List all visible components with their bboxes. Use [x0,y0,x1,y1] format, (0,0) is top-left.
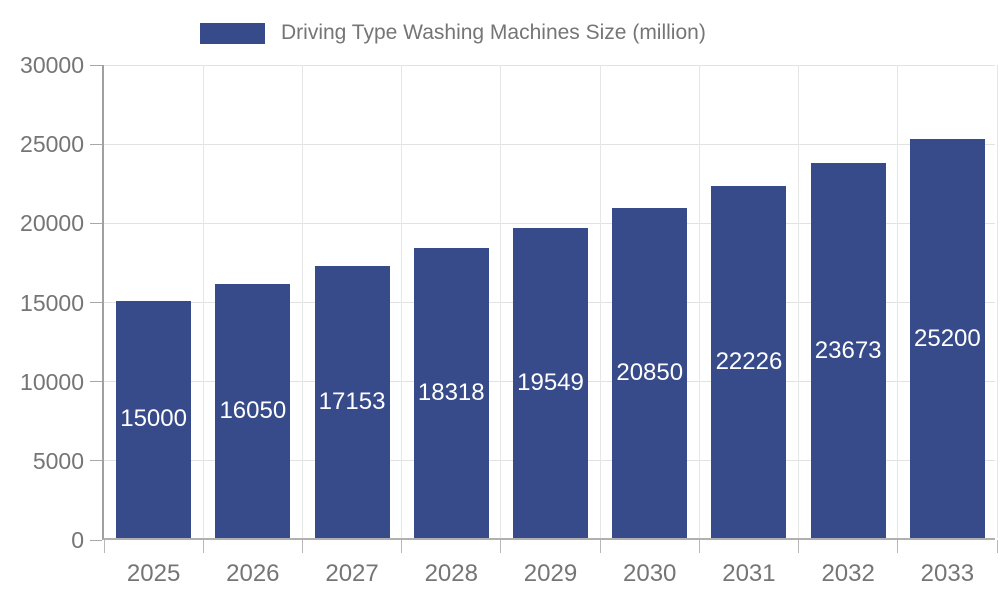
bar: 23673 [810,163,886,538]
bar: 15000 [116,300,192,538]
x-tick [103,540,105,553]
bar-value-label: 22226 [715,348,783,376]
y-tick [90,539,102,541]
x-gridline [401,65,403,538]
legend-swatch [200,22,265,44]
y-tick [90,460,102,462]
bar: 16050 [215,283,291,538]
y-tick-label: 20000 [20,210,84,237]
x-tick-label: 2026 [226,560,280,587]
bar-value-label: 25200 [914,324,981,352]
y-tick [90,143,102,145]
bar: 20850 [612,207,688,538]
bar: 18318 [413,247,489,538]
y-tick [90,302,102,303]
bar: 17153 [314,266,390,538]
y-tick [90,381,102,383]
y-tick-label: 0 [71,527,84,553]
x-tick-label: 2032 [821,560,875,587]
bar: 19549 [513,228,588,538]
x-tick-label: 2030 [623,560,677,587]
y-tick [90,222,102,224]
bar-value-label: 17153 [318,388,386,416]
x-gridline [599,65,601,538]
x-tick-label: 2025 [126,560,181,587]
x-gridline [202,65,204,538]
y-gridline [104,222,995,224]
bar: 22226 [711,186,787,538]
x-tick-label: 2033 [920,560,975,587]
x-tick [401,540,403,553]
y-gridline [104,143,995,145]
y-tick-label: 15000 [20,289,84,316]
bar-value-label: 18318 [417,378,485,406]
bar-value-label: 15000 [120,405,187,433]
x-tick [996,540,998,553]
x-tick [897,540,899,553]
bar-value-label: 20850 [616,358,684,386]
x-gridline [897,65,899,538]
bar: 25200 [909,139,985,538]
x-gridline [798,65,800,538]
bar-value-label: 23673 [814,336,882,364]
y-tick-label: 5000 [32,447,84,474]
y-gridline [104,64,995,66]
x-tick [599,540,601,553]
bar-value-label: 16050 [219,396,287,424]
legend: Driving Type Washing Machines Size (mill… [200,21,706,45]
x-gridline [500,65,502,538]
x-tick-label: 2031 [722,560,776,587]
y-tick-label: 25000 [20,131,84,158]
plot-area: 0 5000 10000 15000 20000 25000 30000 15000 2025 1… [20,52,998,587]
x-gridline [301,65,303,538]
x-tick-label: 2027 [325,560,379,587]
x-tick [698,540,700,553]
x-tick [500,540,502,553]
x-tick [301,540,303,553]
x-gridline [698,65,700,538]
bar-value-label: 19549 [517,369,584,397]
x-tick-label: 2029 [523,560,578,587]
x-tick-label: 2028 [424,560,478,587]
y-tick-label: 30000 [20,52,84,78]
x-tick [202,540,204,553]
x-tick [798,540,800,553]
y-tick-label: 10000 [20,368,84,395]
y-tick [90,64,102,66]
legend-label: Driving Type Washing Machines Size (mill… [281,21,706,44]
x-gridline [996,65,998,538]
